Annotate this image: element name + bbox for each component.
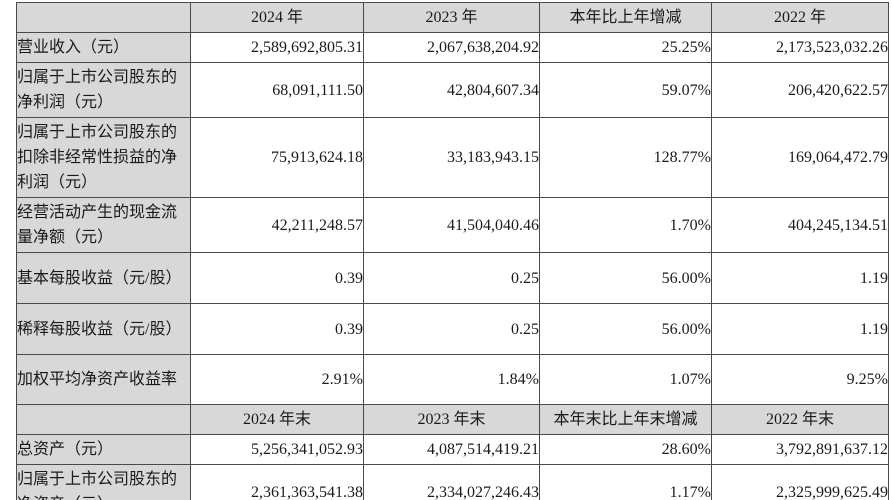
annual-header-2024: 2024 年 (190, 2, 364, 33)
annual-header-change: 本年比上年增减 (539, 2, 712, 33)
row-label: 基本每股收益（元/股） (16, 252, 191, 304)
value-2024: 5,256,341,052.93 (190, 434, 364, 465)
row-label: 总资产（元） (16, 434, 191, 465)
yearend-header-2024: 2024 年末 (190, 404, 364, 435)
row-label: 营业收入（元） (16, 32, 191, 63)
value-2024: 0.39 (190, 252, 364, 304)
value-2023: 0.25 (363, 252, 540, 304)
value-2024: 68,091,111.50 (190, 62, 364, 118)
value-2024: 2.91% (190, 354, 364, 405)
value-change: 1.70% (539, 197, 712, 253)
value-2023: 33,183,943.15 (363, 117, 540, 198)
table-row-basic-eps: 基本每股收益（元/股） 0.39 0.25 56.00% 1.19 (16, 252, 889, 304)
value-2024: 2,361,363,541.38 (190, 464, 364, 500)
table-row-operating-revenue: 营业收入（元） 2,589,692,805.31 2,067,638,204.9… (16, 32, 889, 63)
value-2022: 404,245,134.51 (711, 197, 889, 253)
value-2022: 9.25% (711, 354, 889, 405)
table-row-weighted-avg-roe: 加权平均净资产收益率 2.91% 1.84% 1.07% 9.25% (16, 354, 889, 405)
value-2024: 0.39 (190, 303, 364, 355)
yearend-header-change: 本年末比上年末增减 (539, 404, 712, 435)
value-2023: 0.25 (363, 303, 540, 355)
row-label: 归属于上市公司股东的净资产（元） (16, 464, 191, 500)
value-change: 1.17% (539, 464, 712, 500)
value-change: 25.25% (539, 32, 712, 63)
financial-summary-table: 2024 年 2023 年 本年比上年增减 2022 年 营业收入（元） 2,5… (16, 2, 889, 500)
value-2023: 4,087,514,419.21 (363, 434, 540, 465)
value-2023: 2,067,638,204.92 (363, 32, 540, 63)
annual-header-row: 2024 年 2023 年 本年比上年增减 2022 年 (16, 2, 889, 33)
value-2023: 2,334,027,246.43 (363, 464, 540, 500)
value-2022: 169,064,472.79 (711, 117, 889, 198)
annual-header-blank-cell (16, 2, 191, 33)
value-2024: 2,589,692,805.31 (190, 32, 364, 63)
table-row-operating-cash-flow: 经营活动产生的现金流量净额（元） 42,211,248.57 41,504,04… (16, 197, 889, 253)
value-2022: 1.19 (711, 303, 889, 355)
row-label: 稀释每股收益（元/股） (16, 303, 191, 355)
table-row-net-assets: 归属于上市公司股东的净资产（元） 2,361,363,541.38 2,334,… (16, 464, 889, 500)
yearend-header-2023: 2023 年末 (363, 404, 540, 435)
value-change: 56.00% (539, 252, 712, 304)
value-2022: 206,420,622.57 (711, 62, 889, 118)
value-change: 1.07% (539, 354, 712, 405)
row-label: 归属于上市公司股东的净利润（元） (16, 62, 191, 118)
value-2023: 42,804,607.34 (363, 62, 540, 118)
row-label: 归属于上市公司股东的扣除非经常性损益的净利润（元） (16, 117, 191, 198)
value-2022: 1.19 (711, 252, 889, 304)
value-2023: 1.84% (363, 354, 540, 405)
table-row-net-profit-deducted: 归属于上市公司股东的扣除非经常性损益的净利润（元） 75,913,624.18 … (16, 117, 889, 198)
value-change: 56.00% (539, 303, 712, 355)
value-change: 128.77% (539, 117, 712, 198)
value-2022: 3,792,891,637.12 (711, 434, 889, 465)
row-label: 加权平均净资产收益率 (16, 354, 191, 405)
row-label: 经营活动产生的现金流量净额（元） (16, 197, 191, 253)
value-2024: 75,913,624.18 (190, 117, 364, 198)
value-2022: 2,173,523,032.26 (711, 32, 889, 63)
value-2024: 42,211,248.57 (190, 197, 364, 253)
value-change: 59.07% (539, 62, 712, 118)
yearend-header-row: 2024 年末 2023 年末 本年末比上年末增减 2022 年末 (16, 404, 889, 435)
annual-header-2022: 2022 年 (711, 2, 889, 33)
table-row-total-assets: 总资产（元） 5,256,341,052.93 4,087,514,419.21… (16, 434, 889, 465)
value-2022: 2,325,999,625.49 (711, 464, 889, 500)
value-2023: 41,504,040.46 (363, 197, 540, 253)
annual-header-2023: 2023 年 (363, 2, 540, 33)
table-row-diluted-eps: 稀释每股收益（元/股） 0.39 0.25 56.00% 1.19 (16, 303, 889, 355)
table-row-net-profit: 归属于上市公司股东的净利润（元） 68,091,111.50 42,804,60… (16, 62, 889, 118)
value-change: 28.60% (539, 434, 712, 465)
yearend-header-2022: 2022 年末 (711, 404, 889, 435)
yearend-header-blank-cell (16, 404, 191, 435)
